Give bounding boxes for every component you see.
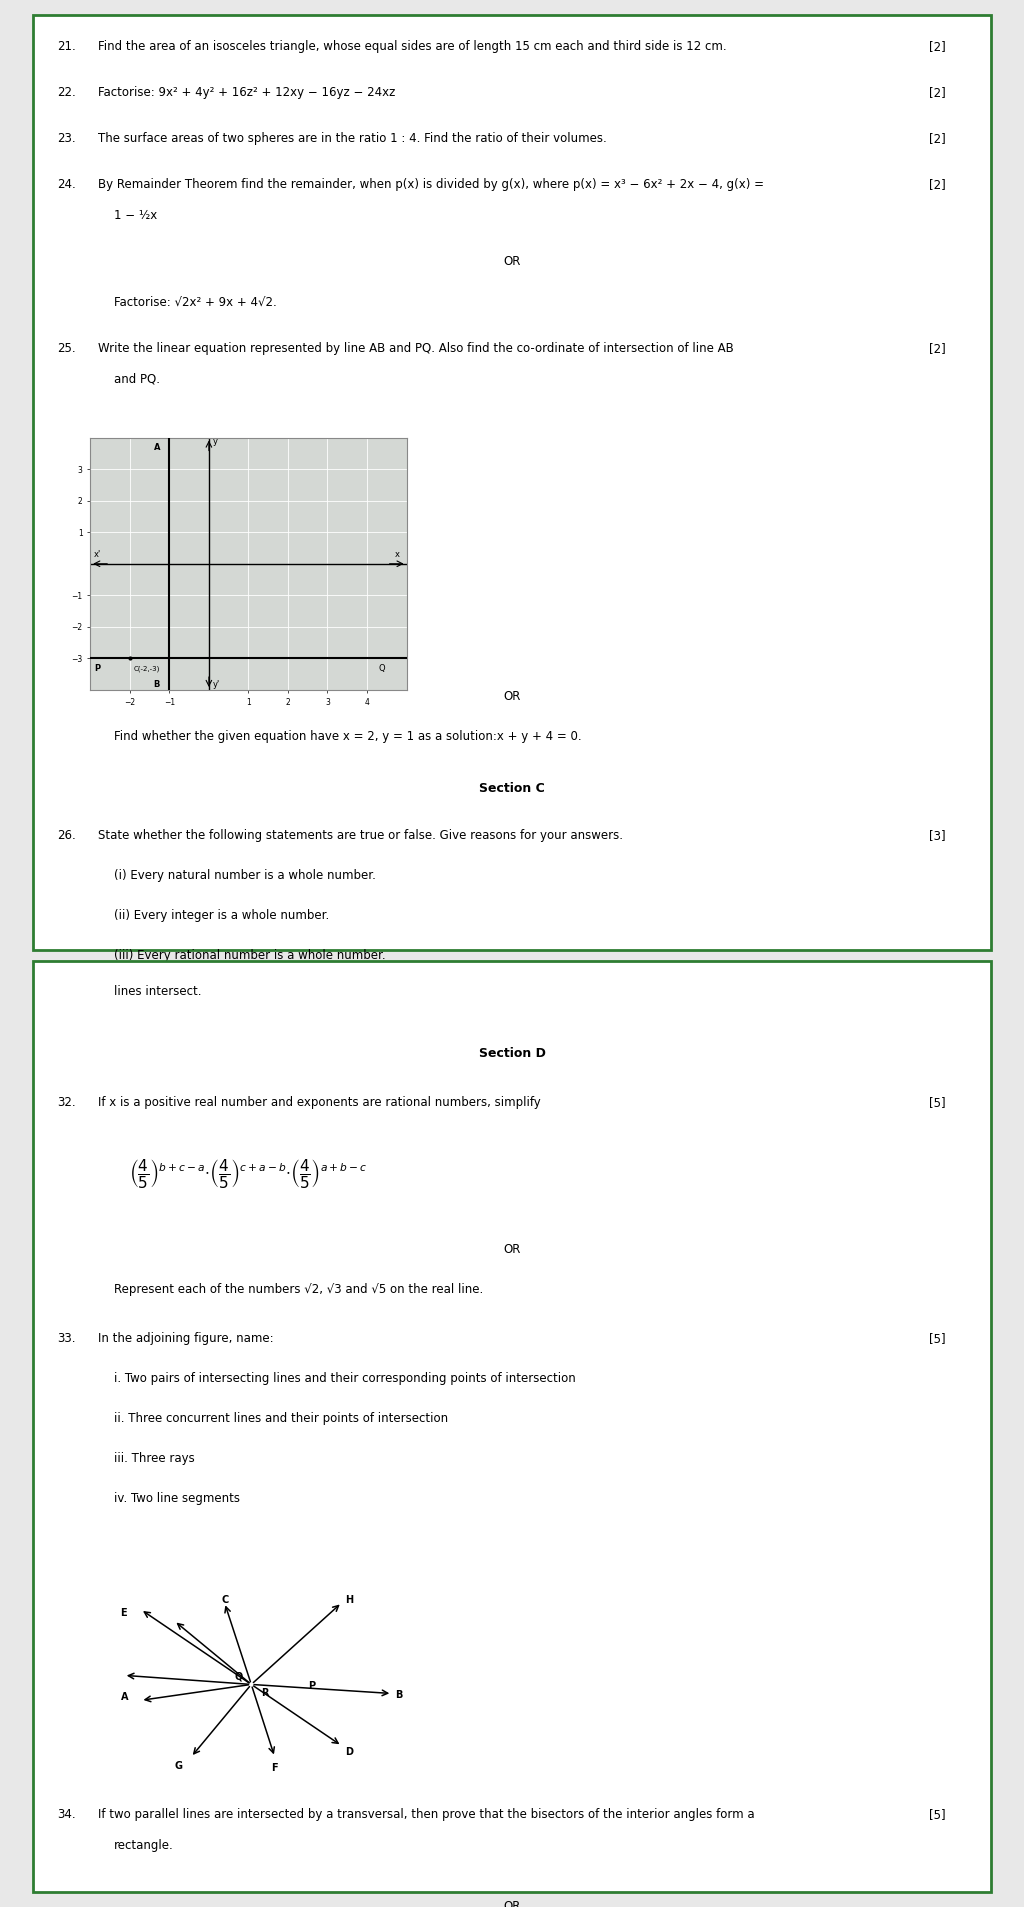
Text: State whether the following statements are true or false. Give reasons for your : State whether the following statements a…: [98, 830, 623, 841]
Text: Verify: z³ + y³ = (z + y) (z² − zy + y²): Verify: z³ + y³ = (z + y) (z² − zy + y²): [98, 995, 319, 1009]
Text: [3]: [3]: [929, 1446, 945, 1459]
Text: Find whether the given equation have x = 2, y = 1 as a solution:x + y + 4 = 0.: Find whether the given equation have x =…: [115, 730, 582, 744]
Text: iv. Two line segments: iv. Two line segments: [115, 1491, 241, 1505]
Text: [2]: [2]: [929, 179, 946, 191]
Text: rectangle.: rectangle.: [115, 1838, 174, 1852]
Text: [2]: [2]: [929, 40, 946, 53]
Text: [3]: [3]: [929, 1205, 945, 1219]
Text: G: G: [174, 1760, 182, 1770]
Text: D: D: [345, 1747, 353, 1756]
Text: [3]: [3]: [929, 1041, 945, 1055]
Text: If two isosceles triangles have a common base, prove that the line joining their: If two isosceles triangles have a common…: [115, 1400, 808, 1413]
Text: If x is a positive real number and exponents are rational numbers, simplify: If x is a positive real number and expon…: [98, 1097, 541, 1108]
Text: lines intersect.: lines intersect.: [115, 986, 202, 999]
Text: Q: Q: [379, 664, 385, 673]
Text: 34.: 34.: [56, 1808, 76, 1821]
Text: and PQ.: and PQ.: [115, 372, 160, 385]
Text: [5]: [5]: [929, 1808, 945, 1821]
Text: B: B: [154, 679, 160, 688]
Text: and (1, 2) solution of this equation?: and (1, 2) solution of this equation?: [115, 1236, 326, 1249]
Text: 22.: 22.: [56, 86, 76, 99]
Text: [2]: [2]: [929, 132, 946, 145]
Text: (ii) Every integer is a whole number.: (ii) Every integer is a whole number.: [115, 910, 330, 921]
Text: Factorise: 9x² + 4y² + 16z² + 12xy − 16yz − 24xz: Factorise: 9x² + 4y² + 16z² + 12xy − 16y…: [98, 86, 395, 99]
Text: [3]: [3]: [929, 995, 945, 1009]
Text: OR: OR: [504, 1360, 520, 1371]
Text: B: B: [395, 1690, 402, 1699]
Text: F: F: [271, 1762, 279, 1774]
Text: A: A: [154, 442, 160, 452]
Text: 26.: 26.: [56, 830, 76, 841]
Text: OR: OR: [504, 690, 520, 704]
Text: P: P: [94, 664, 100, 673]
Text: Write linear equation 3x + 2y =18 in the form of ax + by + c = 0. Also write the: Write linear equation 3x + 2y =18 in the…: [98, 1205, 756, 1219]
Text: H: H: [345, 1594, 353, 1604]
Text: perpendiculars are 14 cm, 10 cm and 6 cm. Find the area of the triangle.: perpendiculars are 14 cm, 10 cm and 6 cm…: [115, 1159, 546, 1171]
Text: 27.: 27.: [56, 995, 76, 1009]
Text: [2]: [2]: [929, 86, 946, 99]
Text: 32.: 32.: [56, 1097, 76, 1108]
Text: OR: OR: [504, 256, 520, 269]
Text: x': x': [94, 551, 101, 559]
Text: Represent each of the numbers √2, √3 and √5 on the real line.: Represent each of the numbers √2, √3 and…: [115, 1283, 483, 1297]
Text: 1 − ½x: 1 − ½x: [115, 210, 158, 221]
Text: 25.: 25.: [56, 341, 76, 355]
Text: C: C: [221, 1594, 228, 1604]
Text: ii. Three concurrent lines and their points of intersection: ii. Three concurrent lines and their poi…: [115, 1413, 449, 1425]
Text: R: R: [261, 1688, 269, 1697]
Text: In the adjoining figure, name:: In the adjoining figure, name:: [98, 1333, 273, 1344]
Text: By Remainder Theorem find the remainder, when p(x) is divided by g(x), where p(x: By Remainder Theorem find the remainder,…: [98, 179, 764, 191]
Text: The surface areas of two spheres are in the ratio 1 : 4. Find the ratio of their: The surface areas of two spheres are in …: [98, 132, 606, 145]
Text: P: P: [308, 1680, 315, 1692]
Text: [5]: [5]: [929, 1333, 945, 1344]
Text: x: x: [394, 551, 399, 559]
Text: [2]: [2]: [929, 341, 946, 355]
Text: 28.: 28.: [56, 1041, 76, 1055]
Text: C(-2,-3): C(-2,-3): [134, 666, 160, 673]
Text: From a point in the interior of an equilateral triangle, perpendiculars are draw: From a point in the interior of an equil…: [115, 1127, 810, 1140]
Text: 24.: 24.: [56, 179, 76, 191]
Text: The sides of a triangle are in the ratio of 13 : 14 : 15 and its perimeter is 84: The sides of a triangle are in the ratio…: [98, 1041, 745, 1055]
Text: E: E: [121, 1608, 127, 1619]
Text: 30.: 30.: [56, 1282, 75, 1295]
Text: A: A: [121, 1692, 128, 1703]
Text: OR: OR: [504, 1087, 520, 1100]
Text: iii. Three rays: iii. Three rays: [115, 1451, 195, 1465]
Text: If two parallel lines are intersected by a transversal, then prove that the bise: If two parallel lines are intersected by…: [98, 1808, 755, 1821]
Text: y': y': [213, 679, 220, 688]
Text: Write the linear equation represented by line AB and PQ. Also find the co-ordina: Write the linear equation represented by…: [98, 341, 733, 355]
Text: y: y: [213, 437, 218, 446]
Text: Q: Q: [234, 1672, 243, 1682]
Text: 23.: 23.: [56, 132, 76, 145]
Text: OR: OR: [504, 1243, 520, 1257]
Text: [3]: [3]: [929, 830, 945, 841]
Text: Find the area of an isosceles triangle, whose equal sides are of length 15 cm ea: Find the area of an isosceles triangle, …: [98, 40, 727, 53]
Text: 29.: 29.: [56, 1205, 76, 1219]
Text: i. Two pairs of intersecting lines and their corresponding points of intersectio: i. Two pairs of intersecting lines and t…: [115, 1373, 575, 1384]
Text: (i) Every natural number is a whole number.: (i) Every natural number is a whole numb…: [115, 870, 376, 881]
Text: Section D: Section D: [478, 1047, 546, 1060]
Text: Factorise: √2x² + 9x + 4√2.: Factorise: √2x² + 9x + 4√2.: [115, 296, 276, 309]
Text: [5]: [5]: [929, 1097, 945, 1108]
Text: 33.: 33.: [56, 1333, 75, 1344]
Text: isosceles:: isosceles:: [115, 1312, 171, 1325]
Text: (iii) Every rational number is a whole number.: (iii) Every rational number is a whole n…: [115, 950, 386, 961]
Text: $\left(\dfrac{4}{5}\right)^{b+c-a}$$\cdot\left(\dfrac{4}{5}\right)^{c+a-b}$$\cdo: $\left(\dfrac{4}{5}\right)^{b+c-a}$$\cdo…: [129, 1158, 367, 1190]
Text: [3]: [3]: [929, 1282, 945, 1295]
Text: Draw the graphs of y = x and y = -x in the same graph. Also find the co-ordinate: Draw the graphs of y = x and y = -x in t…: [98, 1446, 744, 1459]
Text: OR: OR: [504, 1899, 520, 1907]
Text: BE and CF are two equal altitudes of a triangle ABC. Using RHS congruence rule, : BE and CF are two equal altitudes of a t…: [98, 1282, 741, 1295]
Text: 21.: 21.: [56, 40, 76, 53]
Text: Section C: Section C: [479, 782, 545, 795]
Text: 31.: 31.: [56, 1446, 76, 1459]
